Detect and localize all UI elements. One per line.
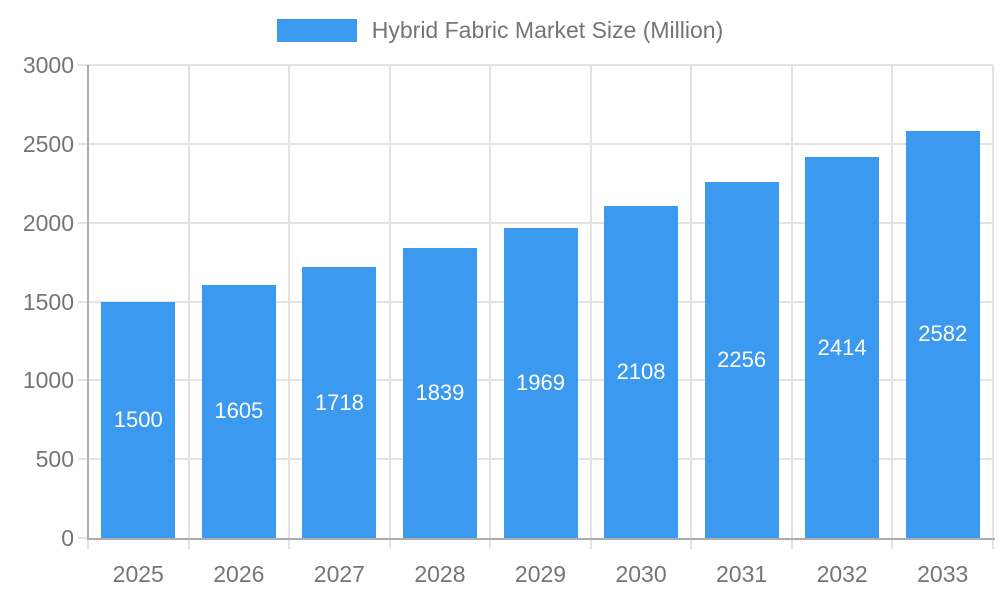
bar-2026: 1605 bbox=[201, 284, 276, 538]
x-tick-mark bbox=[288, 540, 291, 549]
legend[interactable]: Hybrid Fabric Market Size (Million) bbox=[0, 17, 1000, 44]
x-gridline bbox=[489, 65, 492, 538]
x-tick-label: 2026 bbox=[213, 561, 265, 587]
y-gridline bbox=[78, 64, 993, 66]
x-tick-mark bbox=[388, 540, 391, 549]
y-tick-label: 500 bbox=[35, 446, 74, 473]
bar-value-label: 1718 bbox=[314, 389, 364, 415]
x-tick-label: 2033 bbox=[917, 561, 969, 587]
x-gridline bbox=[388, 65, 391, 538]
x-tick-mark bbox=[992, 540, 994, 549]
y-axis-line bbox=[87, 65, 89, 548]
x-tick-label: 2030 bbox=[615, 561, 667, 587]
bar-2030: 2108 bbox=[604, 205, 679, 538]
bar-2025: 1500 bbox=[101, 301, 176, 538]
y-gridline bbox=[78, 221, 993, 224]
bar-2028: 1839 bbox=[402, 248, 477, 538]
bar-value-label: 2582 bbox=[918, 321, 968, 347]
y-tick-label: 2500 bbox=[22, 130, 74, 157]
bar-value-label: 2256 bbox=[717, 347, 767, 373]
x-gridline bbox=[790, 65, 793, 538]
bar-2027: 1718 bbox=[302, 267, 377, 538]
legend-label: Hybrid Fabric Market Size (Million) bbox=[371, 17, 724, 43]
bar-2033: 2582 bbox=[905, 130, 980, 538]
y-tick-label: 1500 bbox=[22, 288, 74, 315]
x-tick-mark bbox=[690, 540, 693, 549]
x-tick-label: 2031 bbox=[716, 561, 768, 587]
bar-value-label: 1839 bbox=[415, 380, 465, 406]
x-gridline bbox=[187, 65, 190, 538]
bar-value-label: 2414 bbox=[817, 334, 867, 360]
x-gridline bbox=[891, 65, 894, 538]
x-tick-mark bbox=[891, 540, 894, 549]
x-tick-mark bbox=[187, 540, 190, 549]
bar-value-label: 1500 bbox=[113, 406, 163, 432]
bar-2029: 1969 bbox=[503, 227, 578, 538]
x-gridline bbox=[992, 65, 994, 538]
plot-area: 1500 1605 1718 1839 1969 2108 2256 2414 2582 bbox=[78, 64, 994, 539]
x-gridline bbox=[690, 65, 693, 538]
y-tick-label: 2000 bbox=[22, 209, 74, 236]
x-gridline bbox=[589, 65, 592, 538]
x-tick-mark bbox=[87, 540, 89, 549]
bar-value-label: 1969 bbox=[516, 369, 565, 395]
bar-2032: 2414 bbox=[805, 157, 880, 538]
y-tick-label: 0 bbox=[61, 525, 74, 551]
bar-value-label: 1605 bbox=[214, 398, 264, 424]
x-tick-label: 2025 bbox=[112, 561, 164, 587]
bar-value-label: 2108 bbox=[616, 358, 666, 384]
y-tick-label: 3000 bbox=[22, 52, 74, 78]
x-tick-mark bbox=[489, 540, 492, 549]
bar-2031: 2256 bbox=[704, 182, 779, 538]
x-tick-mark bbox=[790, 540, 793, 549]
x-tick-label: 2028 bbox=[414, 561, 466, 587]
x-tick-mark bbox=[589, 540, 592, 549]
x-tick-label: 2032 bbox=[816, 561, 868, 587]
x-tick-label: 2027 bbox=[313, 561, 365, 587]
x-gridline bbox=[288, 65, 291, 538]
y-gridline bbox=[78, 142, 993, 145]
legend-swatch bbox=[276, 19, 357, 42]
x-tick-label: 2029 bbox=[514, 561, 567, 587]
y-gridline bbox=[78, 537, 88, 539]
x-axis-line bbox=[87, 538, 995, 540]
y-tick-label: 1000 bbox=[22, 367, 74, 394]
